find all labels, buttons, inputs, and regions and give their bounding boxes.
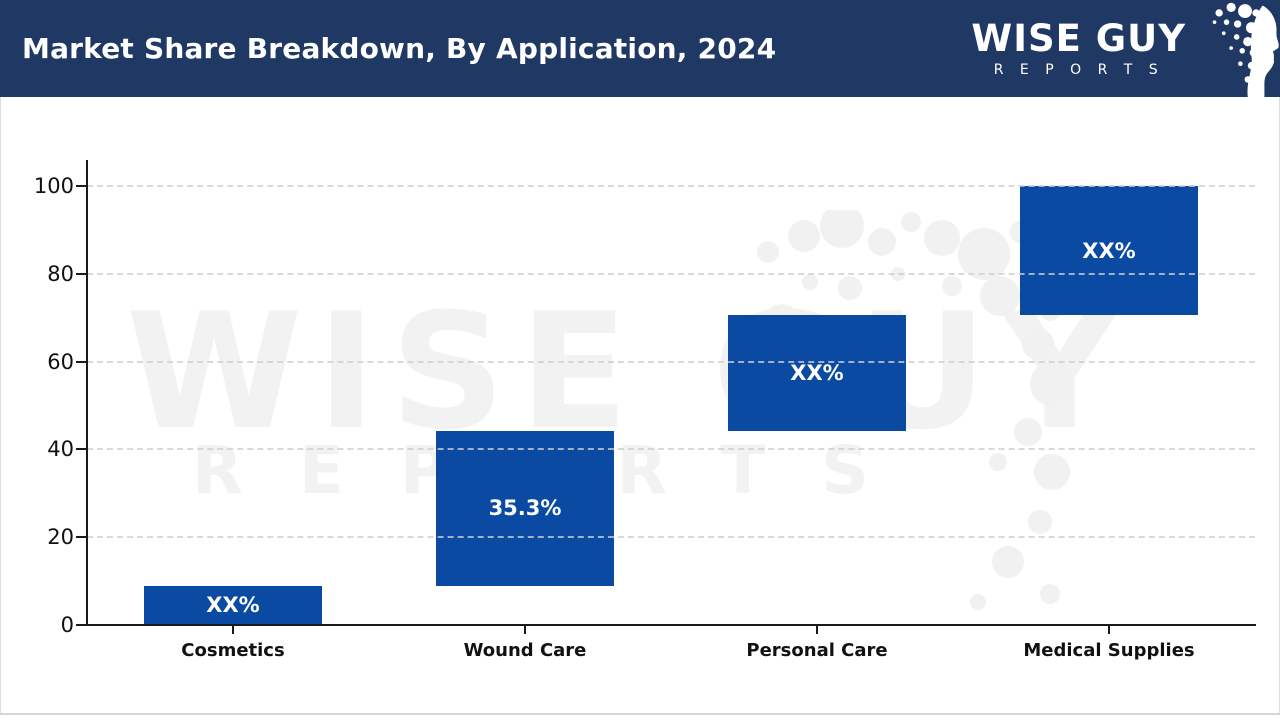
header: Market Share Breakdown, By Application, … (0, 0, 1280, 97)
brand-subtitle: R E P O R T S (993, 61, 1164, 78)
x-axis-spine (85, 624, 1256, 626)
page-left-hairline (0, 97, 1, 714)
gridline-60 (87, 360, 1255, 363)
gridline-100 (87, 185, 1255, 187)
y-tick-label-20: 20 (47, 525, 74, 550)
x-axis-category-label-wound-care: Wound Care (463, 640, 587, 661)
y-tick-20 (76, 536, 86, 539)
bar-value-label-medical-supplies: XX% (1082, 238, 1136, 263)
y-tick-label-0: 0 (60, 613, 74, 637)
x-tick-medical-supplies (1108, 625, 1110, 634)
gridline-80 (87, 272, 1255, 275)
bar-value-label-cosmetics: XX% (206, 593, 260, 618)
bar-segment-personal-care: XX% (728, 315, 906, 431)
y-tick-80 (76, 272, 86, 275)
y-tick-40 (76, 448, 86, 451)
y-tick-60 (76, 360, 86, 363)
y-axis-spine (86, 160, 88, 626)
bar-value-label-wound-care: 35.3% (488, 496, 562, 521)
y-tick-label-40: 40 (47, 437, 74, 462)
y-tick-label-60: 60 (47, 349, 74, 374)
bar-segment-cosmetics: XX% (144, 585, 322, 625)
x-tick-cosmetics (232, 625, 234, 634)
gridline-20 (87, 536, 1255, 539)
dotted-head-logo-icon (1212, 2, 1279, 97)
page-title: Market Share Breakdown, By Application, … (22, 32, 777, 65)
watermark-brand-text: WISE GUY (126, 278, 1132, 465)
y-tick-0 (76, 624, 86, 626)
y-tick-100 (76, 185, 86, 187)
x-axis-category-label-personal-care: Personal Care (746, 640, 888, 661)
bar-value-label-personal-care: XX% (790, 361, 844, 385)
x-tick-wound-care (524, 625, 526, 634)
x-tick-personal-care (816, 625, 818, 634)
y-tick-label-100: 100 (33, 174, 74, 198)
gridline-40 (87, 448, 1255, 451)
y-tick-label-80: 80 (47, 261, 74, 286)
x-axis-category-label-medical-supplies: Medical Supplies (1023, 640, 1195, 661)
brand-logo-text: WISE GUY R E P O R T S (971, 20, 1186, 78)
x-axis-category-label-cosmetics: Cosmetics (181, 640, 285, 661)
bar-segment-wound-care: 35.3% (436, 430, 614, 586)
bar-segment-medical-supplies: XX% (1020, 186, 1198, 316)
page-bottom-hairline (0, 713, 1280, 715)
watermark-dots-head-icon (757, 210, 1074, 610)
brand-name: WISE GUY (971, 16, 1186, 60)
brand-logo: WISE GUY R E P O R T S (971, 0, 1280, 97)
